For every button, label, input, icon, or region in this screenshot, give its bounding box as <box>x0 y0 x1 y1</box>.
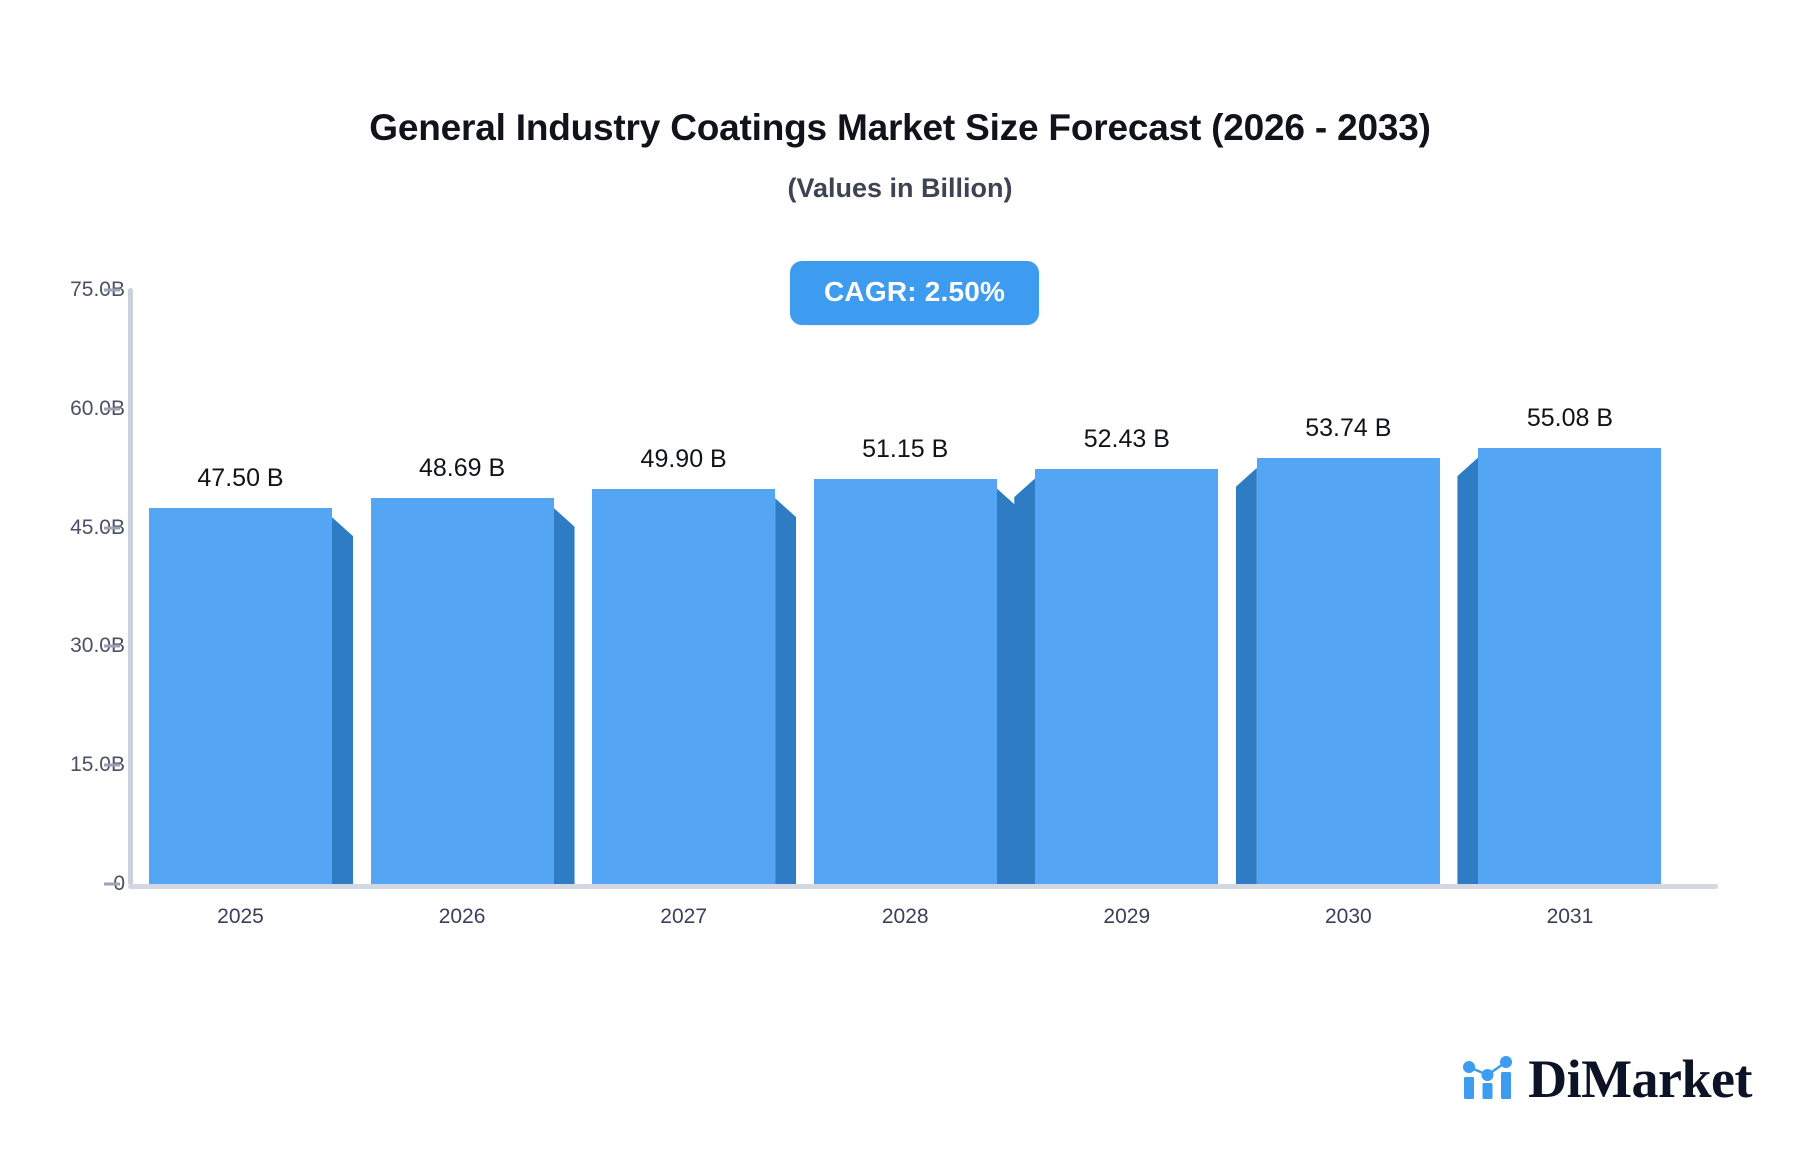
bar-value-label: 52.43 B <box>1083 424 1170 453</box>
x-axis-tick-label: 2029 <box>1103 905 1151 928</box>
x-axis-tick-label: 2027 <box>660 905 707 928</box>
bar-value-label: 51.15 B <box>862 434 949 463</box>
bar-chart-icon <box>1462 1053 1514 1106</box>
bar-3d-side <box>1014 478 1036 884</box>
bar-value-label: 48.69 B <box>418 454 506 483</box>
bar-value-label: 53.74 B <box>1305 414 1392 443</box>
bar-3d-side <box>553 507 575 884</box>
bar <box>149 507 332 884</box>
y-axis-tick-mark <box>104 407 120 411</box>
x-axis-tick-label: 2026 <box>438 905 486 928</box>
bar <box>1256 458 1440 884</box>
logo-text: DiMarket <box>1528 1049 1752 1109</box>
y-axis-tick-mark <box>104 763 120 767</box>
y-axis-tick-label: 75.0B <box>70 278 125 301</box>
bar-value-label: 47.50 B <box>197 463 284 492</box>
bar-3d-side <box>1457 457 1479 884</box>
x-axis-line <box>128 884 1718 889</box>
x-axis-tick-label: 2025 <box>217 905 264 928</box>
bar-value-label: 49.90 B <box>640 444 727 473</box>
title-block: General Industry Coatings Market Size Fo… <box>0 107 1800 204</box>
bar-value-label: 55.08 B <box>1526 403 1614 432</box>
bar <box>1478 447 1662 884</box>
bar-3d-side <box>332 517 353 884</box>
bar <box>370 498 554 884</box>
y-axis-tick-label: 30.0B <box>70 634 125 658</box>
y-axis-tick-mark <box>104 882 120 886</box>
bar-3d-side <box>1235 467 1257 884</box>
y-axis-line <box>128 288 133 885</box>
bar <box>813 478 997 884</box>
y-axis-tick-mark <box>104 644 120 648</box>
page-title: General Industry Coatings Market Size Fo… <box>369 107 1431 148</box>
cagr-badge: CAGR: 2.50% <box>790 261 1040 325</box>
x-axis-tick-label: 2030 <box>1324 905 1372 928</box>
y-axis-tick-label: 15.0B <box>70 753 125 777</box>
x-axis-tick-label: 2028 <box>881 905 929 928</box>
bar <box>592 488 776 884</box>
y-axis-tick-mark <box>104 288 120 292</box>
y-axis-tick-label: 60.0B <box>70 396 125 420</box>
x-axis-tick-label: 2031 <box>1546 905 1594 928</box>
chart-subtitle: (Values in Billion) <box>787 172 1013 203</box>
bar-3d-side <box>996 488 1018 884</box>
brand-logo: DiMarket <box>1462 1052 1752 1106</box>
bar-3d-side <box>775 498 797 884</box>
y-axis-tick-label: 45.0B <box>70 515 125 539</box>
y-axis-tick-mark <box>104 526 120 530</box>
bar <box>1035 468 1219 884</box>
